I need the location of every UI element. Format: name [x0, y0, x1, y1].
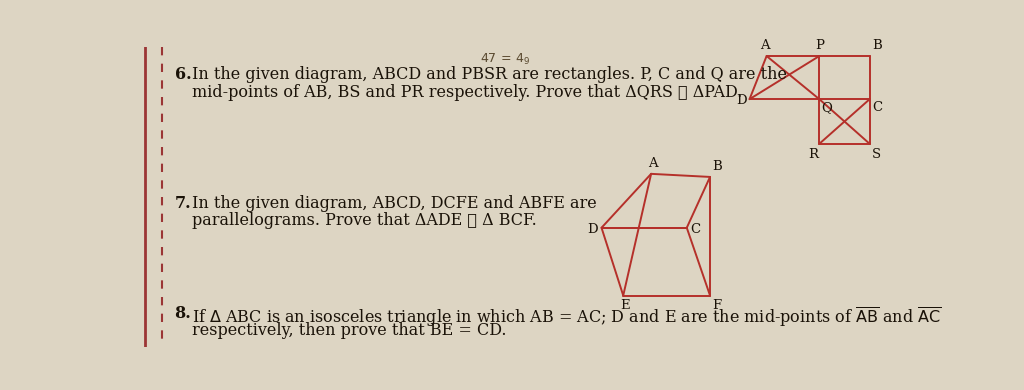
Text: A: A: [648, 157, 657, 170]
Text: C: C: [872, 101, 882, 114]
Text: 8.: 8.: [174, 305, 191, 322]
Text: Q: Q: [821, 101, 833, 114]
Text: P: P: [815, 39, 823, 52]
Text: F: F: [713, 300, 722, 312]
Text: C: C: [690, 223, 700, 236]
Text: D: D: [587, 223, 598, 236]
Text: respectively, then prove that BE = CD.: respectively, then prove that BE = CD.: [191, 323, 506, 339]
Text: If $\Delta$ ABC is an isosceles triangle in which AB = AC; D and E are the mid-p: If $\Delta$ ABC is an isosceles triangle…: [191, 305, 941, 329]
Text: In the given diagram, ABCD and PBSR are rectangles. P, C and Q are the: In the given diagram, ABCD and PBSR are …: [191, 66, 786, 83]
Text: R: R: [808, 148, 818, 161]
Text: B: B: [713, 160, 722, 173]
Text: 6.: 6.: [174, 66, 191, 83]
Text: $47\,=\,4_9$: $47\,=\,4_9$: [480, 51, 530, 67]
Text: B: B: [872, 39, 882, 52]
Text: E: E: [620, 300, 630, 312]
Text: mid-points of AB, BS and PR respectively. Prove that ΔQRS ≅ ΔPAD.: mid-points of AB, BS and PR respectively…: [191, 84, 741, 101]
Text: In the given diagram, ABCD, DCFE and ABFE are: In the given diagram, ABCD, DCFE and ABF…: [191, 195, 596, 212]
Text: D: D: [736, 94, 746, 107]
Text: A: A: [760, 39, 770, 52]
Text: S: S: [872, 148, 881, 161]
Text: 7.: 7.: [174, 195, 191, 212]
Text: parallelograms. Prove that ΔADE ≅ Δ BCF.: parallelograms. Prove that ΔADE ≅ Δ BCF.: [191, 212, 537, 229]
